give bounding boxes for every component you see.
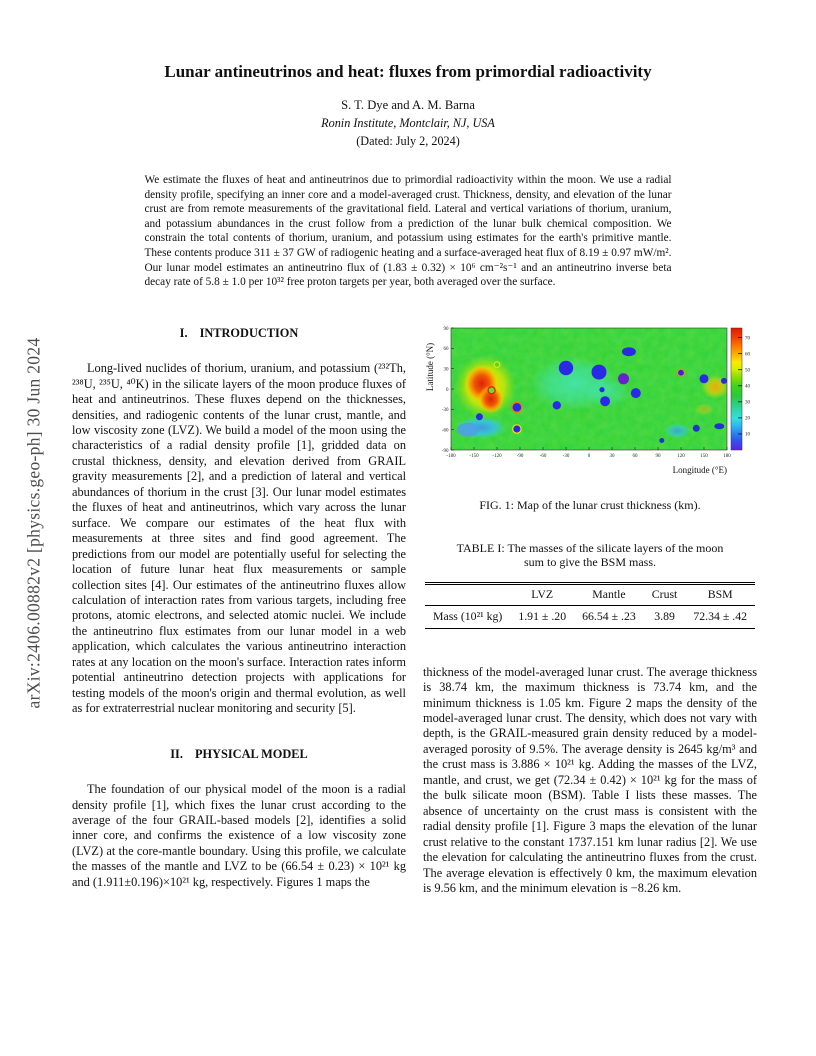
table-1-caption: TABLE I: The masses of the silicate laye…	[456, 540, 724, 570]
intro-paragraph: Long-lived nuclides of thorium, uranium,…	[72, 361, 406, 716]
paper-header: Lunar antineutrinos and heat: fluxes fro…	[0, 0, 816, 149]
svg-text:10: 10	[745, 432, 751, 437]
left-column: I. INTRODUCTION Long-lived nuclides of th…	[72, 320, 406, 897]
svg-text:30: 30	[745, 400, 751, 405]
svg-text:-120: -120	[492, 454, 502, 459]
svg-text:60: 60	[745, 352, 751, 357]
table-header-row: LVZ Mantle Crust BSM	[424, 583, 756, 607]
abstract: We estimate the fluxes of heat and antin…	[144, 174, 672, 289]
section-heading-introduction: I. INTRODUCTION	[179, 325, 299, 340]
svg-text:40: 40	[745, 384, 751, 389]
two-column-body: I. INTRODUCTION Long-lived nuclides of th…	[0, 290, 816, 897]
svg-text:30: 30	[444, 367, 450, 372]
x-axis-label: Longitude (°E)	[673, 465, 727, 475]
svg-text:0: 0	[446, 388, 449, 393]
svg-text:90: 90	[656, 454, 662, 459]
svg-text:60: 60	[444, 347, 450, 352]
svg-text:-30: -30	[442, 408, 449, 413]
table-row: Mass (10²¹ kg) 1.91 ± .20 66.54 ± .23 3.…	[432, 609, 748, 624]
svg-text:-90: -90	[517, 454, 524, 459]
svg-text:70: 70	[745, 336, 751, 341]
svg-text:30: 30	[610, 454, 616, 459]
figure-1: -180 -150 -120 -90 -60 -30 0 30 60 90 120 150 180 90…	[423, 322, 757, 513]
x-axis-ticks: -180 -150 -120 -90 -60 -30 0 30 60 90 120 150 180	[446, 446, 731, 459]
arxiv-banner: arXiv:2406.00882v2 [physics.geo-ph] 30 J…	[23, 337, 44, 709]
svg-text:60: 60	[633, 454, 639, 459]
model-paragraph-right: thickness of the model-averaged lunar cr…	[423, 664, 757, 895]
section-heading-physical-model: II. PHYSICAL MODEL	[170, 746, 308, 761]
right-column: -180 -150 -120 -90 -60 -30 0 30 60 90 120 150 180 90…	[423, 320, 757, 897]
svg-text:120: 120	[677, 454, 685, 459]
colorbar-ticks: 10 20 30 40 50 60 70	[738, 336, 751, 437]
svg-text:20: 20	[745, 416, 751, 421]
svg-text:0: 0	[588, 454, 591, 459]
table-1: TABLE I: The masses of the silicate laye…	[423, 541, 757, 629]
svg-text:90: 90	[444, 327, 450, 332]
masses-table: LVZ Mantle Crust BSM Mass (10²¹ kg) 1.91…	[424, 581, 756, 629]
colorbar	[730, 327, 743, 450]
svg-text:-180: -180	[446, 454, 456, 459]
svg-text:-60: -60	[540, 454, 547, 459]
svg-text:-30: -30	[563, 454, 570, 459]
affiliation: Ronin Institute, Montclair, NJ, USA	[321, 116, 495, 130]
dateline: (Dated: July 2, 2024)	[356, 134, 460, 148]
page-title: Lunar antineutrinos and heat: fluxes fro…	[164, 62, 652, 81]
y-axis-label: Latitude (°N)	[425, 343, 435, 391]
map-raster	[451, 327, 727, 450]
svg-text:-150: -150	[469, 454, 479, 459]
svg-text:180: 180	[723, 454, 731, 459]
y-axis-ticks: 90 60 30 0 -30 -60 -90	[442, 327, 454, 454]
svg-text:150: 150	[700, 454, 708, 459]
crust-thickness-map: -180 -150 -120 -90 -60 -30 0 30 60 90 120 150 180 90…	[425, 327, 751, 475]
authors: S. T. Dye and A. M. Barna	[341, 98, 475, 112]
svg-text:-60: -60	[442, 428, 449, 433]
figure-1-caption: FIG. 1: Map of the lunar crust thickness…	[479, 498, 701, 513]
model-paragraph-left: The foundation of our physical model of …	[72, 782, 406, 889]
svg-text:-90: -90	[442, 449, 449, 454]
svg-text:50: 50	[745, 368, 751, 373]
